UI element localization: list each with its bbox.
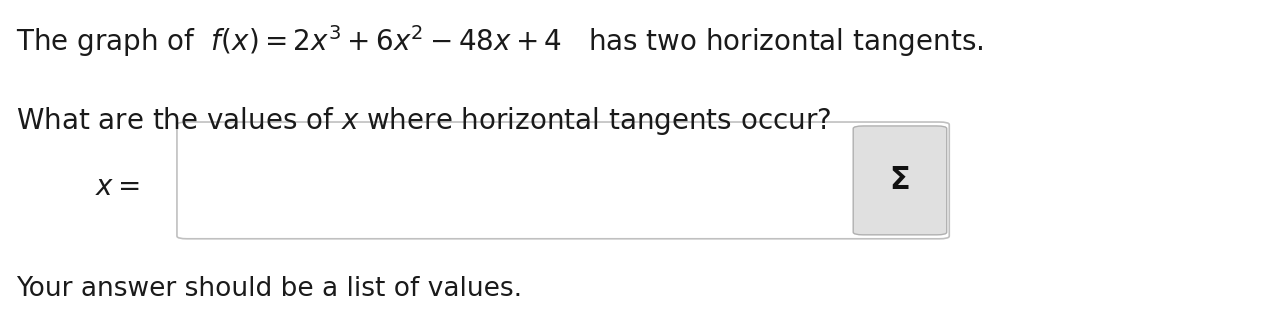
Text: $x = $: $x = $ bbox=[95, 173, 140, 201]
Text: The graph of  $f(x) = 2x^3 + 6x^2 - 48x + 4$   has two horizontal tangents.: The graph of $f(x) = 2x^3 + 6x^2 - 48x +… bbox=[16, 23, 983, 59]
FancyBboxPatch shape bbox=[853, 126, 947, 235]
Text: Your answer should be a list of values.: Your answer should be a list of values. bbox=[16, 276, 522, 302]
Text: What are the values of $x$ where horizontal tangents occur?: What are the values of $x$ where horizon… bbox=[16, 105, 832, 137]
FancyBboxPatch shape bbox=[177, 122, 949, 239]
Text: Σ: Σ bbox=[890, 166, 910, 195]
